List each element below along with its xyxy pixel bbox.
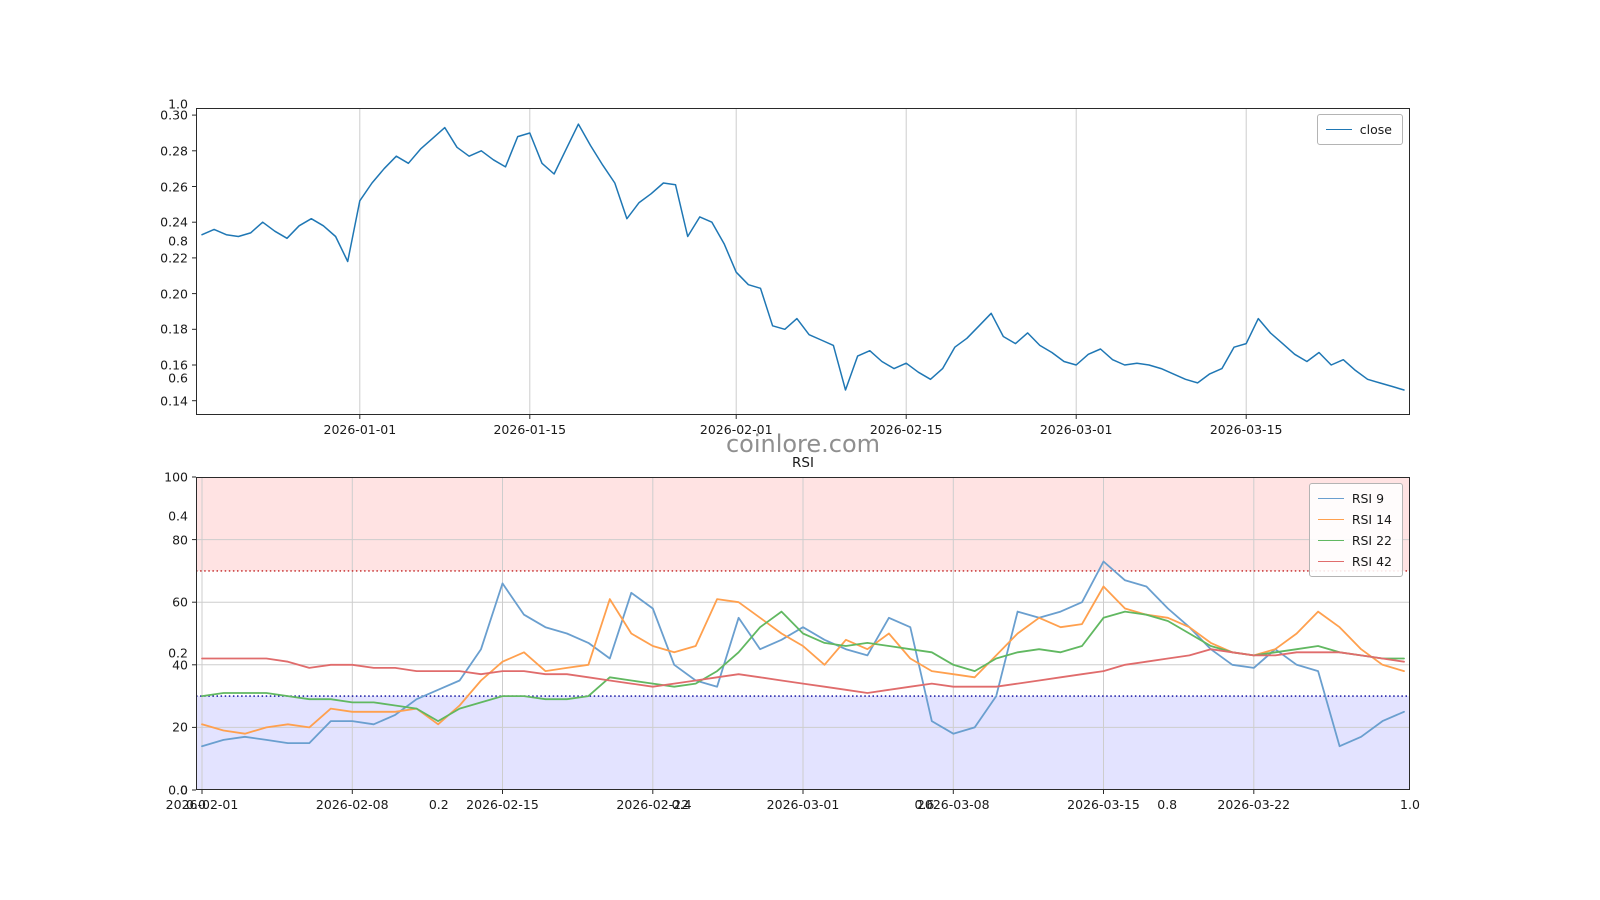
rsi-legend: RSI 9 RSI 14 RSI 22 RSI 42 [1308,483,1403,577]
legend-line-swatch [1317,540,1344,541]
rsi-chart-canvas [192,476,1410,794]
stray-x-tick-label: 0.0 [186,797,206,812]
stray-x-tick-label: 0.4 [671,797,692,812]
price-chart-canvas [192,108,1410,419]
x-tick-label: 2026-03-08 [916,797,990,812]
y-tick-label: 0.14 [160,393,188,409]
x-tick-label: 2026-02-01 [165,797,239,812]
x-tick-label: 2026-02-22 [616,797,690,812]
y-tick-label: 100 [164,469,188,485]
legend-item: RSI 42 [1317,551,1392,572]
stray-y-tick-label: 0.0 [168,782,188,798]
y-tick-label: 0.18 [160,321,188,337]
legend-label: close [1359,122,1392,137]
legend-item: RSI 9 [1317,488,1392,509]
legend-item: RSI 14 [1317,509,1392,530]
legend-label: RSI 14 [1351,512,1392,527]
rsi-chart-title: RSI [792,455,814,471]
y-tick-label: 0 [180,782,188,798]
x-tick-label: 2026-02-08 [315,797,389,812]
legend-item: RSI 22 [1317,530,1392,551]
legend-item: close [1325,119,1392,140]
y-tick-label: 0.22 [160,250,188,266]
x-tick-label: 2026-02-15 [869,422,943,437]
y-tick-label: 40 [172,657,188,673]
stray-y-tick-label: 0.2 [168,645,188,661]
x-tick-label: 2026-01-01 [323,422,397,437]
legend-line-swatch [1317,561,1344,562]
stray-y-tick-label: 0.6 [168,370,188,386]
stray-x-tick-label: 0.8 [1157,797,1178,812]
y-tick-label: 0.28 [160,143,188,159]
watermark: coinlore.com [725,430,881,458]
x-tick-label: 2026-03-22 [1217,797,1291,812]
legend-line-swatch [1317,519,1344,520]
stray-x-tick-label: 0.2 [428,797,449,812]
x-tick-label: 2026-02-01 [699,422,773,437]
x-tick-label: 2026-03-15 [1209,422,1283,437]
legend-label: RSI 42 [1351,554,1392,569]
stray-y-tick-label: 0.8 [168,233,188,249]
y-tick-label: 0.20 [160,286,188,302]
legend-line-swatch [1325,129,1352,130]
y-tick-label: 20 [172,719,188,735]
stray-x-tick-label: 1.0 [1400,797,1420,812]
x-tick-label: 2026-03-15 [1067,797,1140,812]
y-tick-label: 80 [172,532,188,548]
x-tick-label: 2026-03-01 [1039,422,1113,437]
stray-y-tick-label: 1.0 [168,96,188,112]
x-tick-label: 2026-02-15 [466,797,539,812]
y-tick-label: 0.24 [160,214,188,230]
y-tick-label: 60 [172,594,188,610]
y-tick-label: 0.30 [160,107,188,123]
legend-line-swatch [1317,498,1344,499]
x-tick-label: 2026-03-01 [766,797,840,812]
legend-label: RSI 22 [1351,533,1392,548]
x-tick-label: 2026-01-15 [493,422,567,437]
stray-y-tick-label: 0.4 [168,508,188,524]
legend-label: RSI 9 [1351,491,1385,506]
y-tick-label: 0.16 [160,357,188,373]
price-legend: close [1316,114,1403,145]
stray-x-tick-label: 0.6 [914,797,935,812]
y-tick-label: 0.26 [160,179,188,195]
